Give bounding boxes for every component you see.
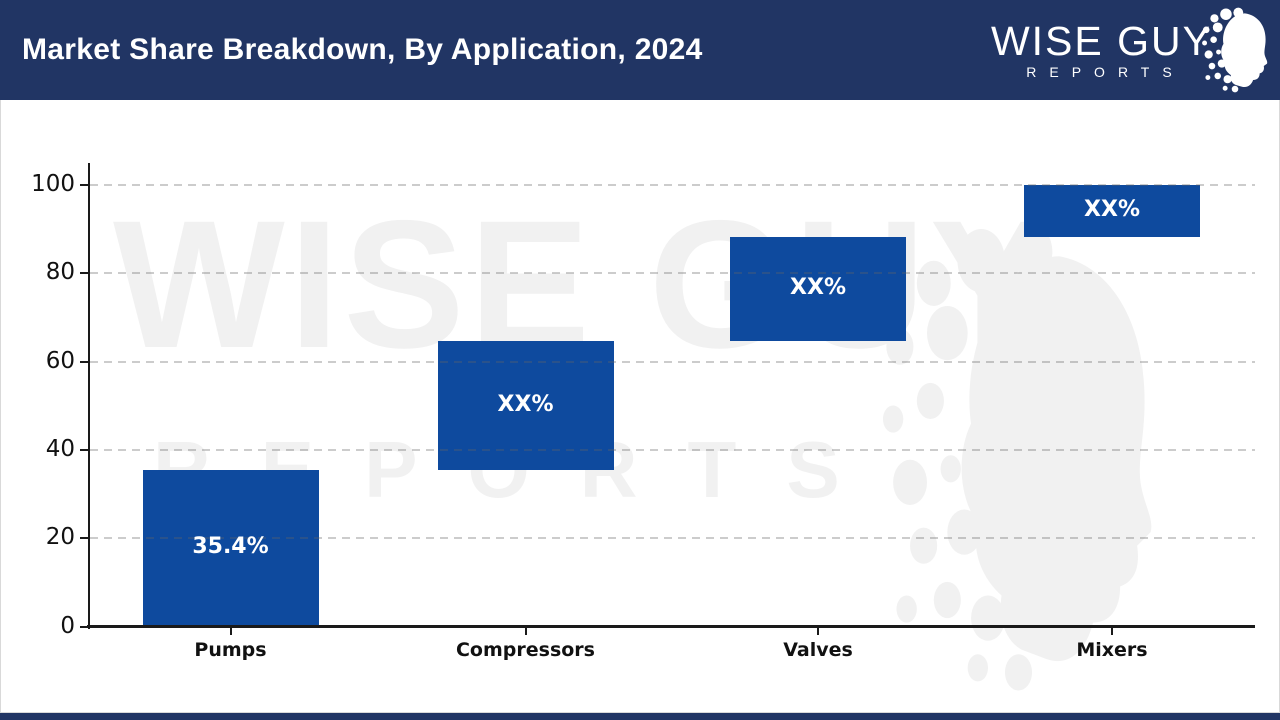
y-tick-label: 80 xyxy=(45,259,75,286)
brand-logo-text: WISE GUY REPORTS xyxy=(991,20,1212,81)
page-title: Market Share Breakdown, By Application, … xyxy=(22,33,703,66)
y-tick xyxy=(80,360,88,363)
brand-subtitle: REPORTS xyxy=(1026,63,1185,80)
x-tick xyxy=(1111,627,1113,635)
y-tick-label: 20 xyxy=(45,524,75,551)
gridline xyxy=(90,448,1255,451)
y-tick-label: 40 xyxy=(45,435,75,462)
bar-compressors xyxy=(437,341,614,471)
bar-pumps xyxy=(142,470,319,627)
gridline xyxy=(90,360,1255,363)
bar-value-label: XX% xyxy=(497,391,554,417)
x-category-label: Compressors xyxy=(455,638,595,661)
x-axis-spine xyxy=(87,625,1255,628)
y-tick xyxy=(80,184,88,186)
y-tick xyxy=(80,272,88,275)
brand-face-icon xyxy=(1202,7,1268,93)
y-tick xyxy=(80,448,88,451)
x-tick xyxy=(229,627,232,635)
bar-valves xyxy=(730,237,906,342)
footer-bar xyxy=(0,713,1280,720)
bar-value-label: 35.4% xyxy=(192,534,269,560)
gridline xyxy=(90,537,1255,540)
y-tick-label: 100 xyxy=(31,171,75,197)
bar-value-label: XX% xyxy=(790,275,846,301)
brand-logo: WISE GUY REPORTS xyxy=(991,0,1272,100)
y-tick-label: 0 xyxy=(60,612,75,639)
y-tick xyxy=(80,625,88,628)
gridline xyxy=(90,184,1255,186)
gridline xyxy=(90,272,1255,275)
x-category-label: Pumps xyxy=(194,638,267,661)
bar-value-label: XX% xyxy=(1084,197,1140,223)
x-category-label: Mixers xyxy=(1076,638,1148,661)
x-tick xyxy=(524,627,527,635)
y-axis-spine xyxy=(88,163,90,629)
y-tick-label: 60 xyxy=(45,347,75,374)
x-category-label: Valves xyxy=(783,638,853,661)
chart-area: WISE GUY REPORTS 02040608010035.4%PumpsX… xyxy=(0,100,1280,713)
x-tick xyxy=(817,627,819,635)
brand-name: WISE GUY xyxy=(990,17,1212,64)
header-bar: Market Share Breakdown, By Application, … xyxy=(0,0,1280,100)
y-tick xyxy=(80,537,88,540)
